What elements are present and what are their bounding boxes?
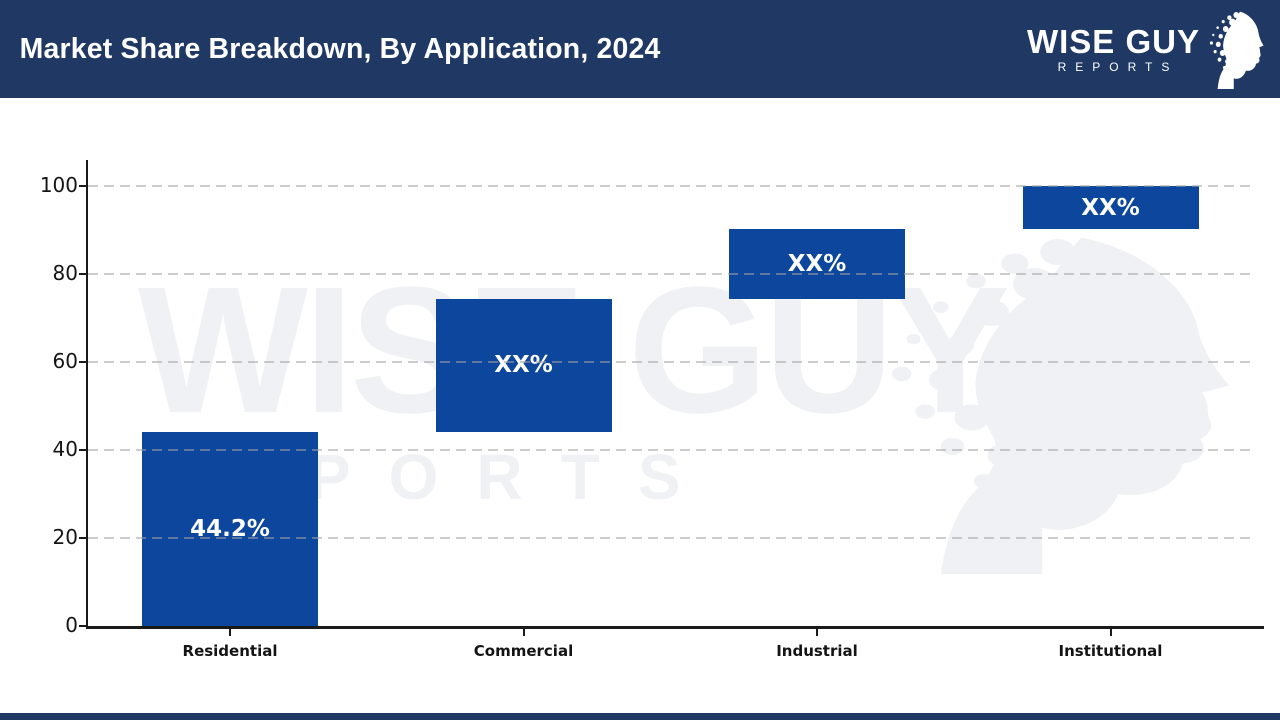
gridline-40 xyxy=(88,449,1255,451)
y-tick-label: 80 xyxy=(52,261,78,285)
y-tick-mark xyxy=(79,625,88,627)
bar-value-label: XX% xyxy=(494,352,553,379)
page-title: Market Share Breakdown, By Application, … xyxy=(19,32,661,65)
bar-industrial: XX% xyxy=(729,229,905,300)
y-tick-label: 100 xyxy=(39,173,78,197)
logo-text: WISE GUY REPORTS xyxy=(1027,25,1200,73)
bar-residential: 44.2% xyxy=(142,431,318,626)
x-tick-label: Commercial xyxy=(473,642,574,660)
y-tick-mark xyxy=(79,361,88,363)
x-tick-mark xyxy=(816,629,818,636)
y-tick-label: 60 xyxy=(52,349,78,373)
bar-institutional: XX% xyxy=(1022,186,1199,230)
y-tick-label: 0 xyxy=(65,613,78,637)
logo-wiseguy-text: WISE GUY xyxy=(1026,23,1200,60)
watermark-head-logo-icon xyxy=(892,237,1230,574)
header: Market Share Breakdown, By Application, … xyxy=(0,0,1280,98)
chart-plot-area: WISE GUY REPORTS 0 20 40 60 80 100 44.2% Reside… xyxy=(0,98,1280,713)
gridline-100 xyxy=(88,185,1255,187)
y-tick-mark xyxy=(79,537,88,539)
y-axis-line xyxy=(86,160,88,629)
head-profile-with-dots-icon xyxy=(1209,11,1264,89)
x-axis-line xyxy=(88,626,1264,629)
x-tick-mark xyxy=(1109,629,1112,636)
y-tick-label: 20 xyxy=(52,525,78,549)
bar-value-label: XX% xyxy=(787,251,847,278)
gridline-80 xyxy=(88,273,1255,275)
x-tick-label: Industrial xyxy=(776,642,858,660)
y-tick-mark xyxy=(79,273,88,275)
gridline-20 xyxy=(88,537,1255,539)
y-tick-label: 40 xyxy=(52,437,78,461)
bar-value-label: XX% xyxy=(1081,194,1140,221)
y-tick-mark xyxy=(79,449,88,451)
x-tick-label: Institutional xyxy=(1058,642,1163,660)
x-tick-mark xyxy=(522,629,525,636)
gridline-60 xyxy=(88,361,1255,363)
y-tick-mark xyxy=(79,185,88,187)
x-tick-mark xyxy=(229,629,231,636)
logo-reports-text: REPORTS xyxy=(1057,60,1179,74)
wise-guy-reports-logo: WISE GUY REPORTS xyxy=(1027,9,1280,89)
footer-bar xyxy=(0,713,1280,720)
bar-commercial: XX% xyxy=(435,299,612,432)
x-tick-label: Residential xyxy=(182,642,278,660)
